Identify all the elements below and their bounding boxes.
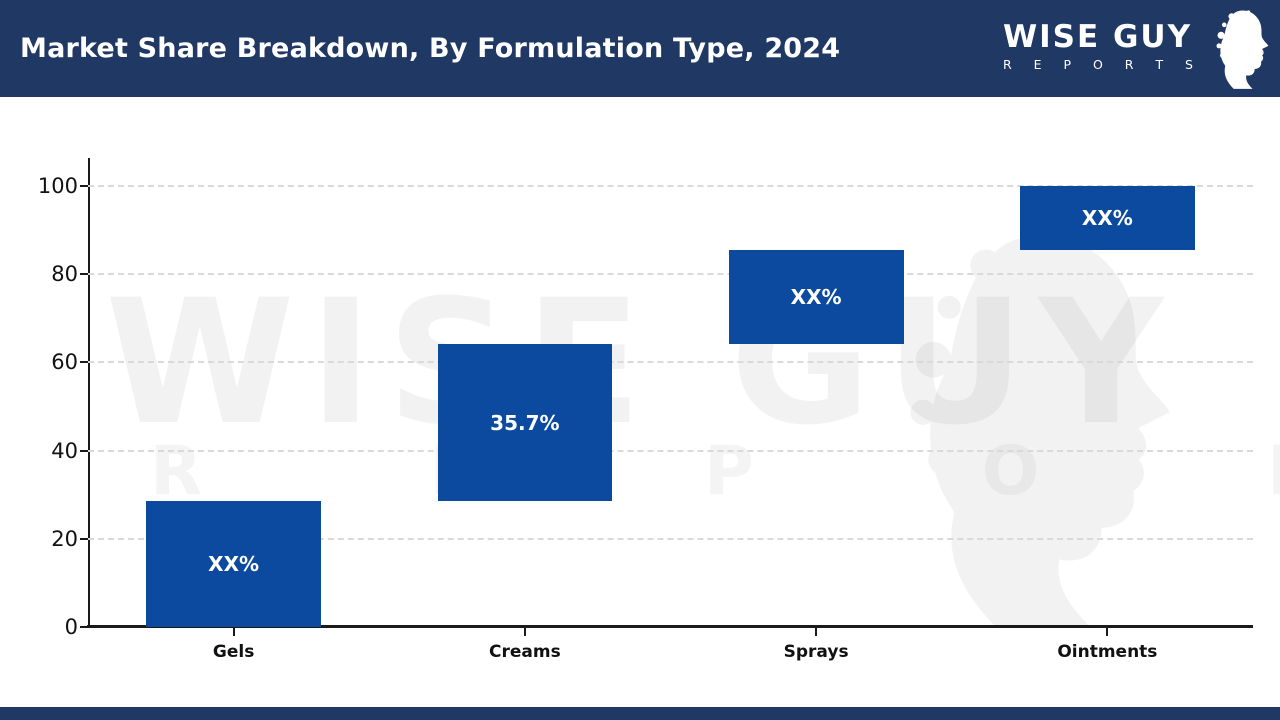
wiseguy-head-icon	[1216, 10, 1269, 89]
x-tick-mark	[1106, 628, 1109, 636]
y-axis-line	[88, 158, 90, 628]
bar-gels: XX%	[146, 501, 321, 627]
y-tick-label: 0	[64, 615, 78, 639]
gridline	[88, 449, 1253, 452]
y-tick-mark	[80, 361, 88, 364]
bar-value-label: XX%	[1081, 205, 1133, 230]
bar-value-label: XX%	[790, 284, 842, 309]
y-tick-mark	[80, 273, 88, 276]
y-tick-label: 40	[51, 438, 78, 463]
y-tick-label: 80	[51, 262, 78, 287]
bar-value-label: XX%	[208, 552, 260, 577]
y-tick-label: 60	[51, 350, 78, 375]
page-title: Market Share Breakdown, By Formulation T…	[20, 33, 841, 64]
x-category-label: Gels	[212, 642, 255, 662]
plot-area: 0 20 40 60 80 100 XX% Gels 35.7% Creams XX% Sprays X…	[0, 97, 1280, 707]
y-tick-label: 100	[37, 174, 78, 198]
gridline	[88, 273, 1253, 276]
brand-subtitle: R E P O R T S	[1002, 57, 1202, 72]
gridline	[88, 537, 1253, 540]
y-tick-mark	[80, 537, 88, 540]
x-tick-mark	[232, 628, 235, 636]
x-category-label: Ointments	[1057, 642, 1158, 662]
header-banner: Market Share Breakdown, By Formulation T…	[0, 0, 1280, 97]
brand-name: WISE GUY	[1002, 19, 1193, 55]
y-tick-mark	[80, 449, 88, 452]
x-category-label: Creams	[489, 642, 561, 662]
bar-sprays: XX%	[728, 249, 904, 344]
brand-logo: WISE GUY R E P O R T S	[1003, 20, 1202, 74]
x-tick-mark	[815, 628, 818, 636]
gridline	[88, 185, 1253, 187]
gridline	[88, 361, 1253, 364]
bar-creams: 35.7%	[437, 343, 613, 502]
x-tick-mark	[523, 628, 526, 636]
y-tick-label: 20	[51, 526, 78, 551]
x-axis-line	[87, 625, 1253, 628]
y-tick-mark	[80, 185, 88, 187]
bar-ointments: XX%	[1020, 186, 1195, 250]
footer-bar	[0, 707, 1280, 720]
y-tick-mark	[80, 626, 88, 628]
x-category-label: Sprays	[783, 642, 849, 662]
bar-value-label: 35.7%	[490, 410, 560, 435]
